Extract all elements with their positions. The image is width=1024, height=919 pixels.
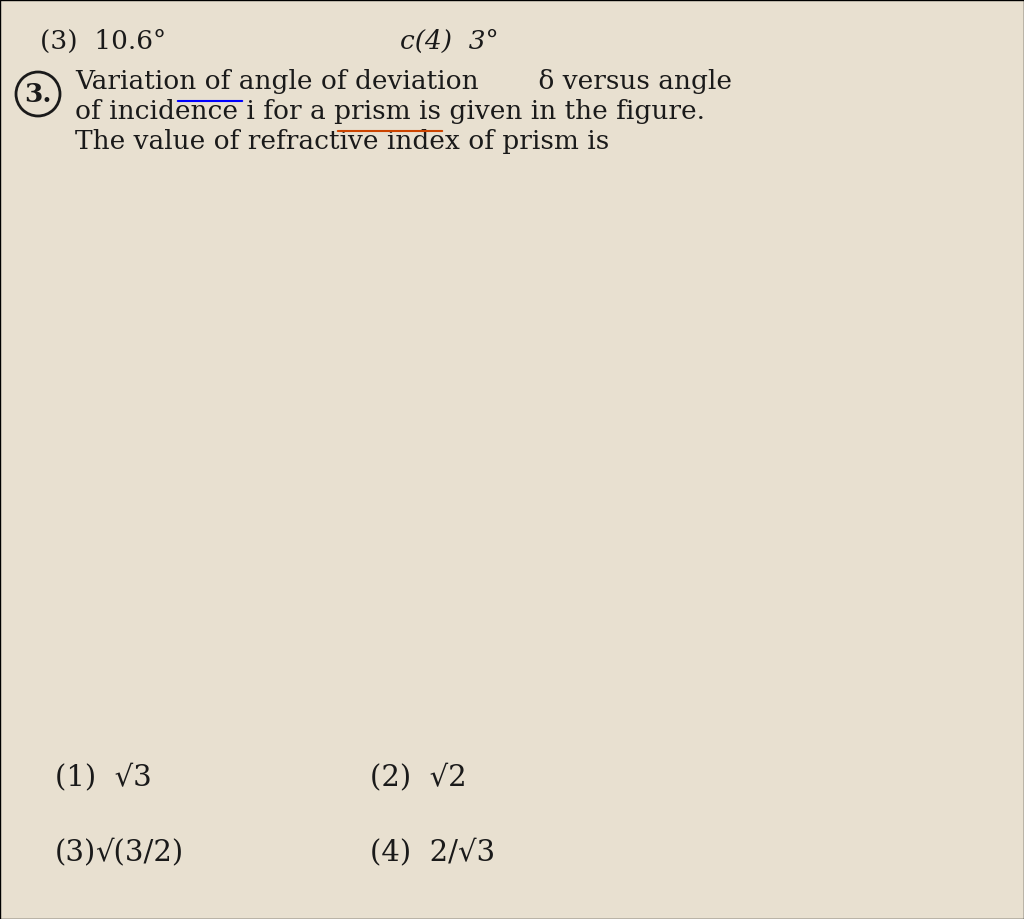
Text: (4)  2/√3: (4) 2/√3 [370,839,496,867]
Text: (3): (3) [55,839,96,867]
Text: (3)  10.6°: (3) 10.6° [40,29,166,54]
Text: c(4)  3°: c(4) 3° [400,29,499,54]
Text: 45°: 45° [352,632,381,649]
Text: δ: δ [113,277,125,296]
Text: The value of refractive index of prism is: The value of refractive index of prism i… [75,129,609,154]
Text: √(3/2): √(3/2) [95,839,183,867]
Text: of incidence i for a prism is given in the figure.: of incidence i for a prism is given in t… [75,99,705,124]
Text: Variation of angle of deviation: Variation of angle of deviation [75,69,478,94]
Text: (1)  √3: (1) √3 [55,764,152,792]
Text: (2)  √2: (2) √2 [370,764,467,792]
Text: i: i [517,613,523,631]
Text: δ versus angle: δ versus angle [530,69,732,94]
Text: 3.: 3. [25,82,52,107]
Text: 30°: 30° [89,449,119,467]
